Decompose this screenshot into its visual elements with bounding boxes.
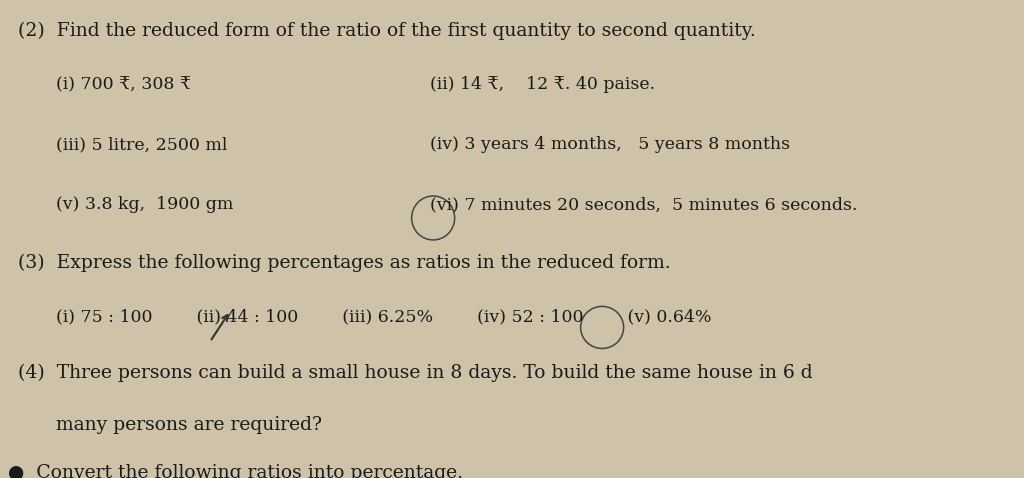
Text: (vi) 7 minutes 20 seconds,  5 minutes 6 seconds.: (vi) 7 minutes 20 seconds, 5 minutes 6 s… — [430, 196, 857, 213]
Text: (2)  Find the reduced form of the ratio of the first quantity to second quantity: (2) Find the reduced form of the ratio o… — [18, 22, 756, 40]
Text: (ii) 14 ₹,    12 ₹. 40 paise.: (ii) 14 ₹, 12 ₹. 40 paise. — [430, 76, 655, 94]
Text: (i) 75 : 100        (ii) 44 : 100        (iii) 6.25%        (iv) 52 : 100       : (i) 75 : 100 (ii) 44 : 100 (iii) 6.25% (… — [56, 308, 712, 326]
Text: (4)  Three persons can build a small house in 8 days. To build the same house in: (4) Three persons can build a small hous… — [18, 363, 813, 381]
Text: (iii) 5 litre, 2500 ml: (iii) 5 litre, 2500 ml — [56, 136, 227, 153]
Text: (i) 700 ₹, 308 ₹: (i) 700 ₹, 308 ₹ — [56, 76, 191, 94]
Text: (3)  Express the following percentages as ratios in the reduced form.: (3) Express the following percentages as… — [18, 253, 671, 272]
Text: ●  Convert the following ratios into percentage.: ● Convert the following ratios into perc… — [8, 464, 463, 478]
Text: many persons are required?: many persons are required? — [56, 416, 323, 434]
Text: (iv) 3 years 4 months,   5 years 8 months: (iv) 3 years 4 months, 5 years 8 months — [430, 136, 791, 153]
Text: (v) 3.8 kg,  1900 gm: (v) 3.8 kg, 1900 gm — [56, 196, 233, 213]
